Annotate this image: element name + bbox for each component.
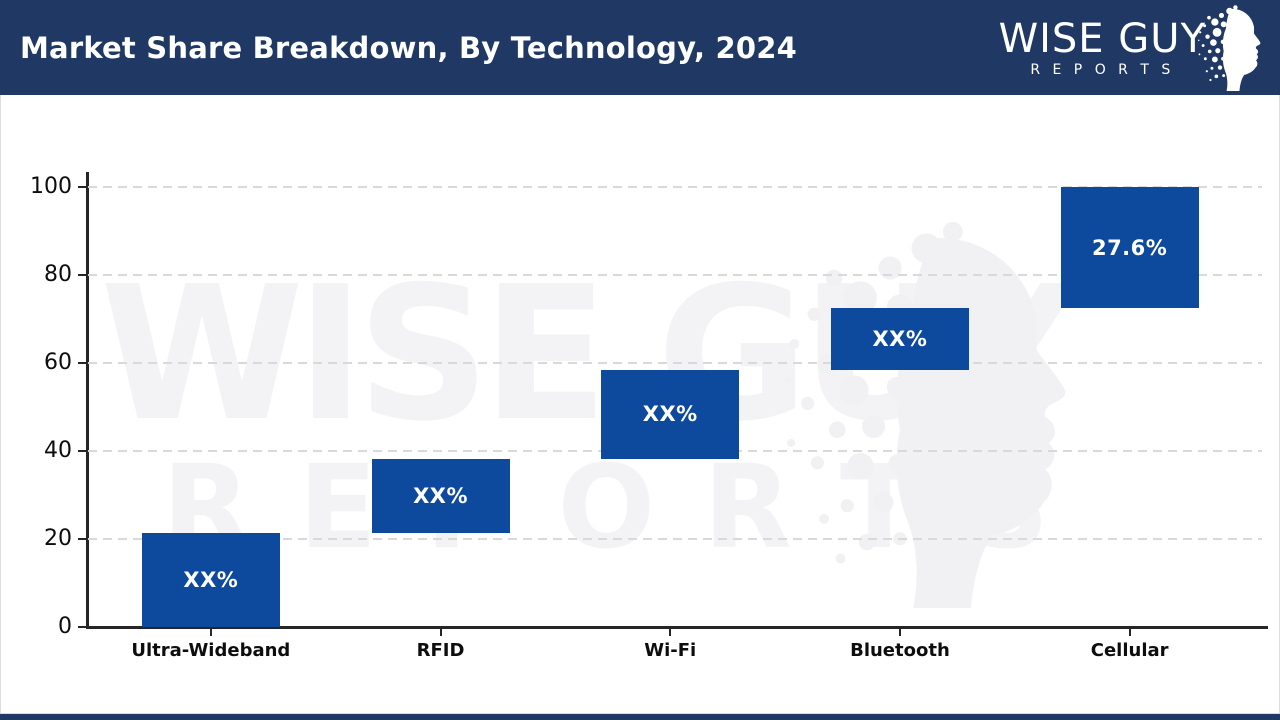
bar-cellular: 27.6% xyxy=(1060,187,1199,309)
x-axis-tick xyxy=(669,629,672,636)
brand-logo-text: WISE GUY R E P O R T S xyxy=(999,16,1206,78)
x-axis-label: Bluetooth xyxy=(850,640,950,661)
x-axis-tick xyxy=(209,629,212,636)
brand-logo: WISE GUY R E P O R T S xyxy=(999,3,1268,91)
y-axis-tick-label: 60 xyxy=(44,350,72,375)
y-axis-tick xyxy=(78,274,86,276)
logo-wordmark: WISE GUY xyxy=(998,16,1206,62)
footer-bar xyxy=(0,714,1280,720)
x-axis-label: Cellular xyxy=(1090,640,1169,661)
y-axis-tick-label: 0 xyxy=(58,614,72,639)
bar-rfid: XX% xyxy=(371,458,510,533)
y-axis-tick xyxy=(78,186,86,188)
header-bar: Market Share Breakdown, By Technology, 2… xyxy=(0,0,1280,95)
bar-wi-fi: XX% xyxy=(601,370,740,459)
y-axis-tick-label: 40 xyxy=(44,438,72,463)
x-axis-label: RFID xyxy=(416,640,465,661)
gridline xyxy=(88,362,1262,364)
y-axis-tick-label: 80 xyxy=(44,262,72,287)
chart-title: Market Share Breakdown, By Technology, 2… xyxy=(20,30,798,65)
y-axis-tick-label: 20 xyxy=(44,526,72,551)
x-axis-tick xyxy=(898,629,901,636)
bar-bluetooth: XX% xyxy=(830,308,969,371)
bar-value-label: 27.6% xyxy=(1091,235,1168,260)
x-axis-line xyxy=(86,626,1268,629)
logo-reports-text: R E P O R T S xyxy=(1030,62,1175,78)
x-axis-tick xyxy=(1128,629,1131,636)
bar-value-label: XX% xyxy=(872,327,928,352)
x-axis-label: Ultra-Wideband xyxy=(131,640,291,661)
gridline xyxy=(88,274,1262,276)
y-axis-tick-label: 100 xyxy=(30,174,72,199)
gridline xyxy=(88,538,1262,540)
logo-face-icon xyxy=(1198,5,1261,91)
bar-ultra-wideband: XX% xyxy=(141,532,280,627)
y-axis-tick xyxy=(78,450,86,452)
x-axis-tick xyxy=(439,629,442,636)
y-axis-line xyxy=(86,172,89,629)
bar-value-label: XX% xyxy=(413,483,469,508)
bar-value-label: XX% xyxy=(642,402,698,427)
bar-value-label: XX% xyxy=(183,567,239,592)
y-axis-tick xyxy=(78,538,86,540)
y-axis-tick xyxy=(78,626,86,628)
x-axis-label: Wi-Fi xyxy=(644,640,697,661)
gridline xyxy=(88,186,1262,188)
y-axis-tick xyxy=(78,362,86,364)
